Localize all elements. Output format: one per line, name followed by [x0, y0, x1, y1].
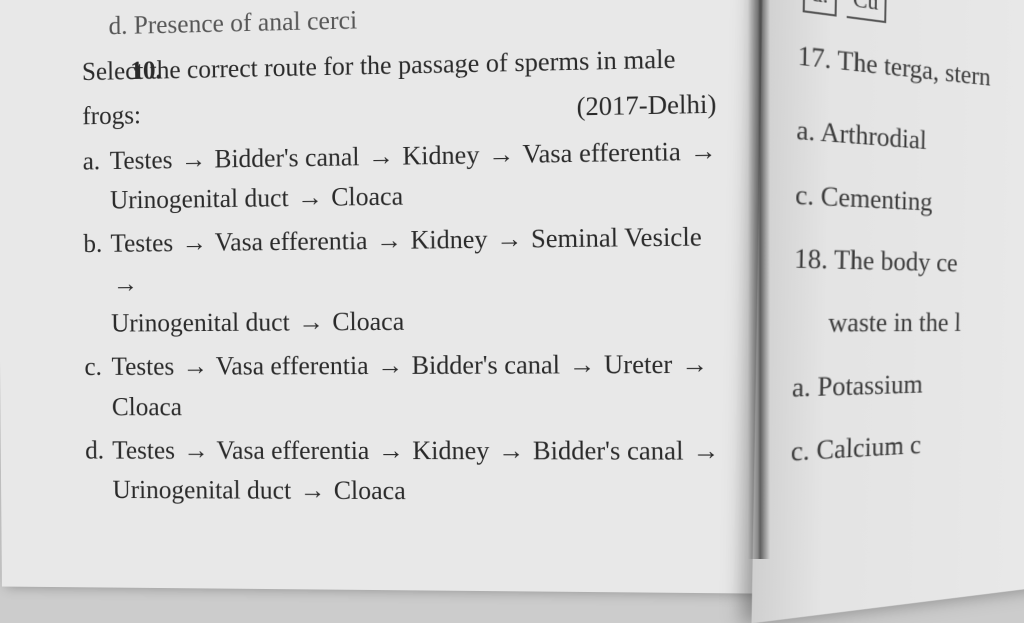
arrow-icon: →	[295, 183, 325, 212]
option-letter: c.	[84, 348, 102, 388]
right-option-c: c. Cementing	[795, 174, 1024, 230]
arrow-icon: →	[494, 225, 525, 255]
arrow-icon: →	[375, 351, 405, 380]
right-option-a: a. Arthrodial	[796, 110, 1024, 174]
question-stem-line2-row: frogs: (2017-Delhi)	[82, 83, 737, 136]
arrow-icon: →	[297, 476, 327, 505]
arrow-icon: →	[687, 136, 718, 166]
option-b-line1: Testes → Vasa efferentia → Kidney → Semi…	[110, 223, 701, 298]
option-letter: a.	[83, 142, 101, 182]
right-q18-option-c: c. Calcium c	[791, 417, 1024, 473]
question-number: 10.	[130, 51, 162, 91]
right-q18-line1: 18. The body ce	[794, 238, 1024, 286]
right-q18-option-a: a. Potassium	[792, 361, 1024, 409]
boxed-letter-d: d.	[803, 0, 837, 17]
right-q18-line2: waste in the l	[828, 302, 1024, 344]
arrow-icon: →	[179, 228, 209, 257]
arrow-icon: →	[179, 145, 209, 174]
option-a-line2: Urinogenital duct → Cloaca	[110, 182, 403, 215]
question-10: 10. Select the correct route for the pas…	[82, 38, 737, 92]
arrow-icon: →	[496, 436, 527, 465]
question-stem-line1: Select the correct route for the passage…	[82, 38, 737, 92]
arrow-icon: →	[180, 352, 210, 381]
option-letter: b.	[83, 225, 102, 265]
arrow-icon: →	[567, 350, 598, 379]
option-a-line1: Testes → Bidder's canal → Kidney → Vasa …	[110, 136, 719, 175]
arrow-icon: →	[679, 350, 710, 380]
arrow-icon: →	[376, 436, 406, 465]
option-a: a. Testes → Bidder's canal → Kidney → Va…	[83, 131, 739, 221]
option-c: c. Testes → Vasa efferentia → Bidder's c…	[84, 345, 740, 427]
left-page: d. Presence of anal cerci 10. Select the…	[0, 0, 771, 594]
option-b-line2: Urinogenital duct → Cloaca	[111, 307, 404, 338]
option-c-line1: Testes → Vasa efferentia → Bidder's cana…	[111, 350, 710, 381]
question-stem-line2: frogs:	[82, 95, 141, 136]
arrow-icon: →	[296, 307, 326, 336]
arrow-icon: →	[374, 226, 404, 255]
arrow-icon: →	[366, 142, 396, 171]
question-year-tag: (2017-Delhi)	[576, 83, 737, 127]
option-b: b. Testes → Vasa efferentia → Kidney → S…	[83, 217, 739, 344]
right-page: d. Cu 17. The terga, stern a. Arthrodial…	[752, 0, 1024, 623]
boxed-fragment: Cu	[847, 0, 887, 23]
option-c-line2: Cloaca	[112, 392, 182, 421]
option-d-line1: Testes → Vasa efferentia → Kidney → Bidd…	[112, 436, 721, 466]
option-d: d. Testes → Vasa efferentia → Kidney → B…	[85, 431, 741, 513]
arrow-icon: →	[486, 140, 517, 170]
option-d-line2: Urinogenital duct → Cloaca	[112, 476, 405, 506]
arrow-icon: →	[181, 436, 211, 465]
option-letter: d.	[85, 431, 104, 471]
arrow-icon: →	[111, 269, 140, 298]
arrow-icon: →	[690, 436, 721, 466]
